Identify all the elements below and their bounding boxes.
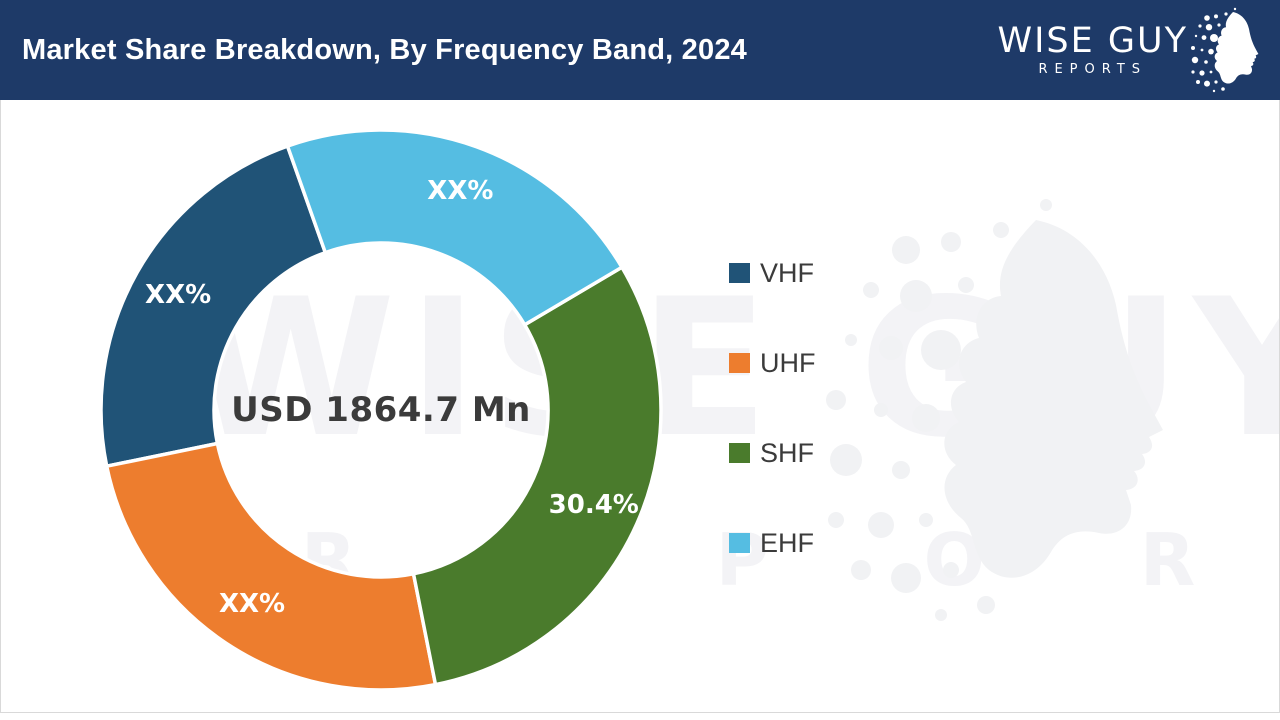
legend-item-ehf: EHF	[729, 528, 816, 558]
donut-segment-uhf	[104, 441, 438, 692]
legend-item-shf: SHF	[729, 438, 816, 468]
face-profile-icon	[1191, 7, 1259, 93]
slice-label-ehf: XX%	[427, 175, 494, 206]
wise-guy-reports-logo: WISE GUY REPORTS	[997, 7, 1262, 93]
slice-label-shf: 30.4%	[548, 489, 639, 520]
center-total-label: USD 1864.7 Mn	[231, 390, 531, 430]
legend-label-vhf: VHF	[760, 258, 814, 288]
donut-segment-vhf	[99, 144, 328, 468]
donut-segment-ehf	[285, 128, 624, 327]
legend-swatch-vhf	[729, 263, 750, 283]
chart-card: WISE GUY R E P O R T S XX%XX%30.4%XX% US…	[0, 100, 1280, 713]
legend-swatch-shf	[729, 443, 750, 463]
legend-swatch-ehf	[729, 533, 750, 553]
donut-chart	[99, 128, 663, 692]
logo-sub-text: REPORTS	[1038, 61, 1148, 77]
legend-label-shf: SHF	[760, 438, 814, 468]
donut-segment-shf	[411, 265, 663, 687]
chart-legend: VHF UHF SHF EHF	[729, 258, 816, 623]
legend-swatch-uhf	[729, 353, 750, 373]
slice-label-vhf: XX%	[145, 280, 212, 311]
legend-item-uhf: UHF	[729, 348, 816, 378]
slice-label-uhf: XX%	[218, 589, 286, 620]
legend-label-ehf: EHF	[760, 528, 814, 558]
logo-name-text: WISE GUY	[997, 21, 1188, 62]
legend-label-uhf: UHF	[760, 348, 816, 378]
header-bar: Market Share Breakdown, By Frequency Ban…	[0, 0, 1280, 100]
legend-item-vhf: VHF	[729, 258, 816, 288]
page-title: Market Share Breakdown, By Frequency Ban…	[22, 33, 747, 66]
